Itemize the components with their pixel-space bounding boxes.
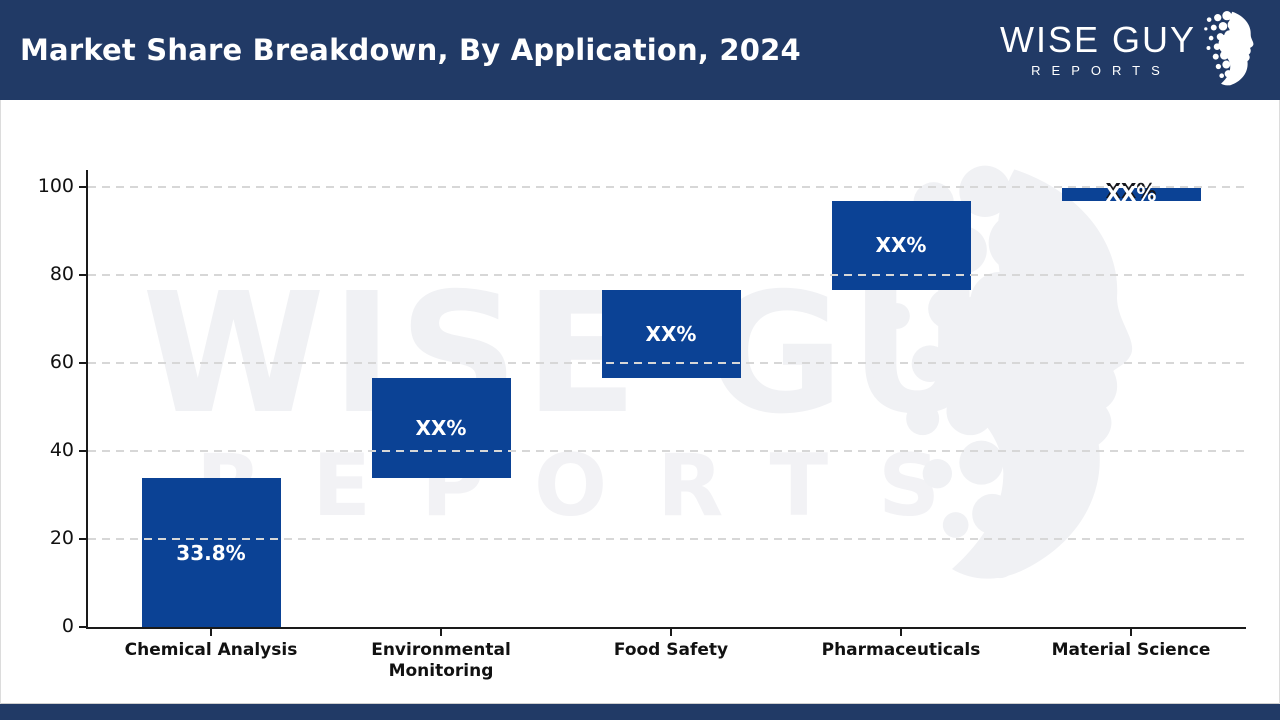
footer-band [0, 704, 1280, 720]
bar-chemical-analysis [141, 478, 281, 627]
brand-name: WISE GUY [999, 19, 1196, 60]
x-tick-mark [670, 629, 672, 636]
brand-logo: WISE GUY REPORTS [1000, 8, 1256, 92]
y-tick-mark [79, 274, 86, 276]
gridline [88, 362, 1246, 364]
bar-value-label: XX% [875, 233, 927, 258]
y-tick-label: 0 [61, 615, 74, 637]
x-tick-label: Pharmaceuticals [821, 640, 981, 660]
chart-area: WISE GUY REPORTS 0 20 40 60 80 100 33.8% Chemic… [0, 100, 1280, 704]
y-tick-mark [79, 626, 86, 628]
bar-value-label: XX% [1105, 182, 1157, 207]
y-tick-mark [79, 362, 86, 364]
y-tick-mark [79, 538, 86, 540]
bar-value-label: XX% [415, 416, 467, 441]
y-tick-mark [79, 450, 86, 452]
x-tick-label: Food Safety [613, 640, 729, 660]
header-band: Market Share Breakdown, By Application, … [0, 0, 1280, 100]
bar-material-science [1061, 187, 1201, 202]
y-tick-mark [79, 186, 86, 188]
y-axis-line [86, 170, 88, 629]
y-tick-label: 100 [37, 175, 74, 197]
gridline [88, 274, 1246, 276]
x-tick-label: Material Science [1051, 640, 1211, 660]
x-tick-label: Environmental Monitoring [371, 640, 511, 682]
page-title: Market Share Breakdown, By Application, … [20, 33, 801, 67]
brand-subtitle: REPORTS [1031, 63, 1171, 78]
y-tick-label: 20 [49, 527, 74, 549]
x-tick-label: Chemical Analysis [124, 640, 298, 660]
watermark-subtext: REPORTS [196, 436, 991, 536]
gridline [88, 538, 1246, 540]
bar-value-label: 33.8% [176, 540, 246, 565]
y-tick-label: 80 [49, 263, 74, 285]
brand-face-icon [1204, 11, 1254, 86]
brand-text: WISE GUY REPORTS [999, 19, 1196, 79]
x-tick-mark [1130, 629, 1132, 636]
bar-value-label-ghost: XX% [1105, 179, 1157, 204]
bar-environmental-monitoring [371, 377, 511, 479]
gridline [88, 450, 1246, 452]
y-tick-label: 60 [49, 351, 74, 373]
x-tick-mark [440, 629, 442, 636]
gridline [88, 186, 1246, 188]
y-tick-label: 40 [49, 439, 74, 461]
x-tick-mark [900, 629, 902, 636]
bar-value-label: XX% [645, 321, 697, 346]
x-tick-mark [210, 629, 212, 636]
x-axis-line [86, 627, 1246, 629]
